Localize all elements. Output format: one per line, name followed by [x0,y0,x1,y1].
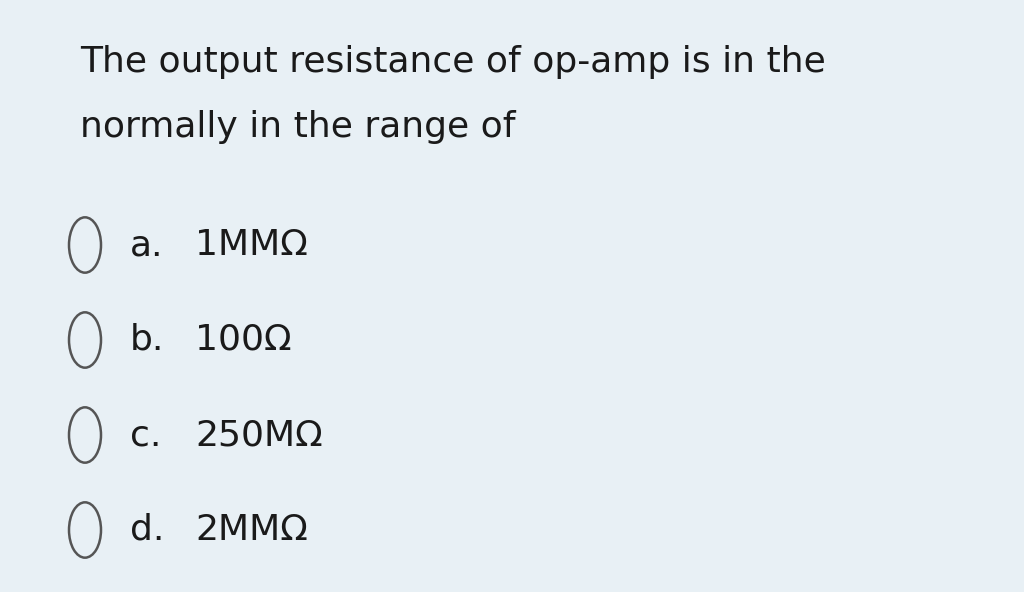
Text: 1MMΩ: 1MMΩ [195,228,308,262]
Text: 250MΩ: 250MΩ [195,418,323,452]
Ellipse shape [69,217,101,273]
Text: normally in the range of: normally in the range of [80,110,515,144]
Text: 100Ω: 100Ω [195,323,292,357]
Ellipse shape [69,503,101,558]
Text: b.: b. [130,323,165,357]
Text: 2MMΩ: 2MMΩ [195,513,308,547]
Text: d.: d. [130,513,165,547]
Text: c.: c. [130,418,162,452]
Ellipse shape [69,313,101,368]
Text: a.: a. [130,228,164,262]
Text: The output resistance of op-amp is in the: The output resistance of op-amp is in th… [80,45,825,79]
Ellipse shape [69,407,101,463]
